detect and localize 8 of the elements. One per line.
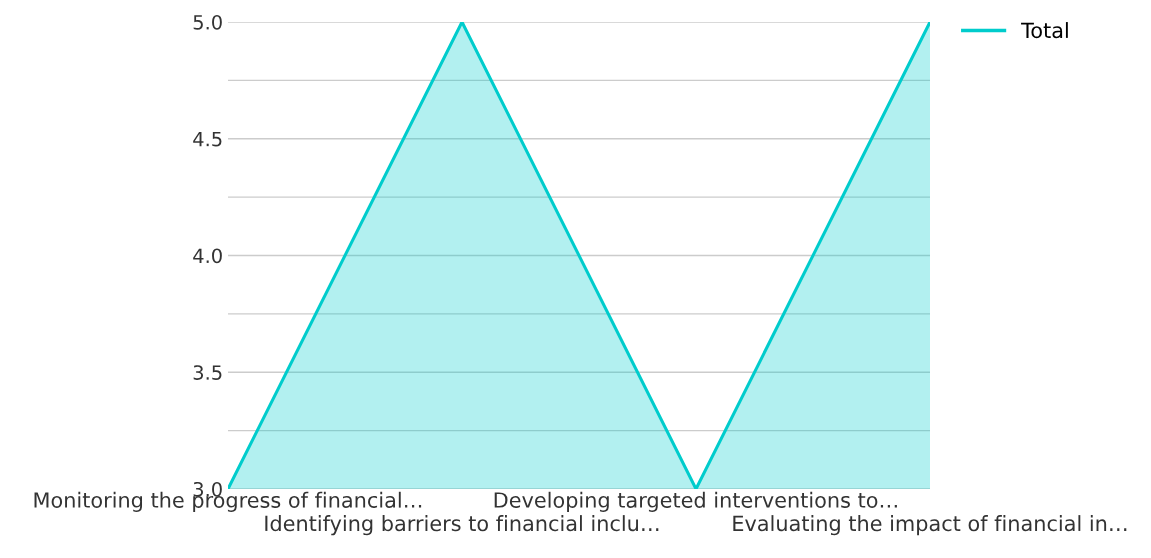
x-tick-label: Identifying barriers to financial inclu… xyxy=(265,515,659,536)
y-tick-label: 4.5 xyxy=(193,131,222,147)
y-tick-label: 5.0 xyxy=(193,14,222,30)
legend-label: Total xyxy=(1021,22,1068,39)
y-tick-label: 4.0 xyxy=(193,248,222,264)
x-tick-label: Evaluating the impact of financial in… xyxy=(733,515,1127,536)
x-tick-label: Developing targeted interventions to… xyxy=(494,491,897,512)
y-tick-label: 3.5 xyxy=(193,365,222,380)
